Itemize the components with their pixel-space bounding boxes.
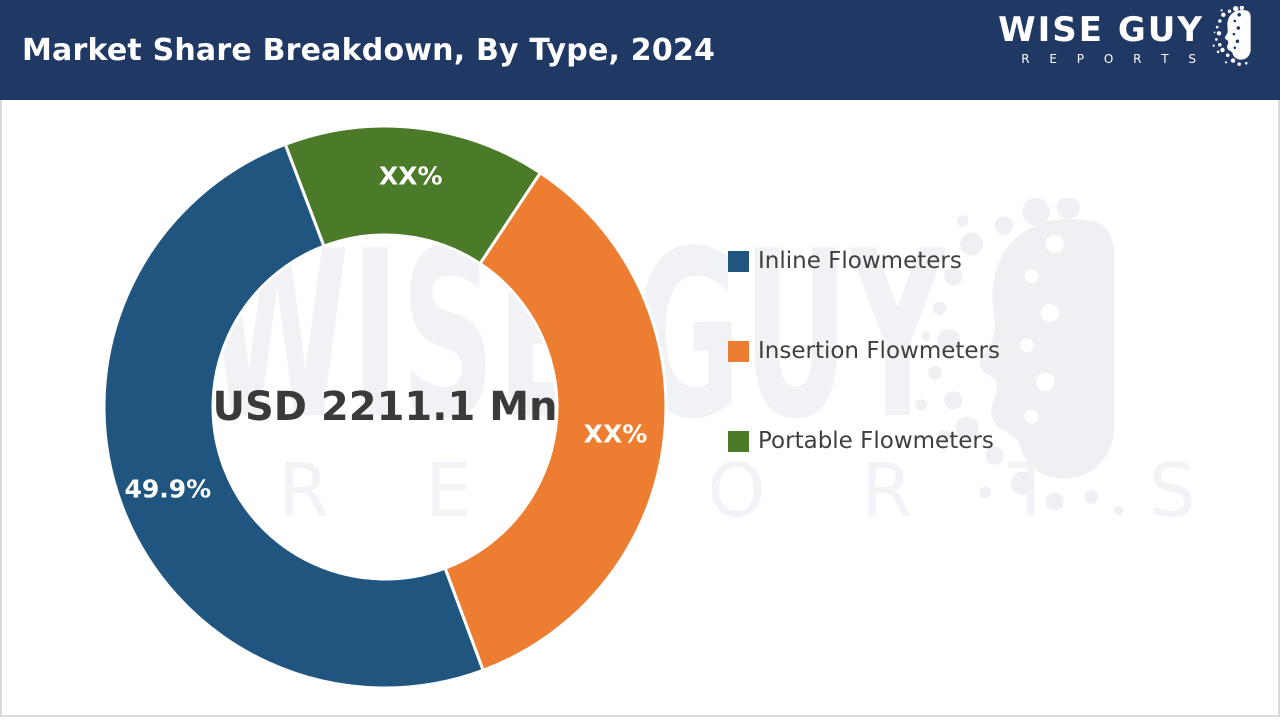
donut-slice-inline-flowmeters (102, 142, 485, 690)
logo-wordmark: WISE GUY (998, 10, 1204, 51)
header: Market Share Breakdown, By Type, 2024 WI… (0, 0, 1280, 100)
donut-center-value: USD 2211.1 Mn (212, 384, 558, 430)
legend-swatch-insertion (728, 340, 749, 362)
wiseguy-face-icon (1212, 6, 1251, 66)
wiseguy-logo: WISE GUY R E P O R T S (998, 6, 1266, 72)
content-frame (0, 100, 1280, 717)
legend-item-inline-flowmeters: Inline Flowmeters (728, 248, 1000, 274)
slice-label-inline-flowmeters: 49.9% (124, 474, 212, 504)
page-title: Market Share Breakdown, By Type, 2024 (22, 32, 716, 68)
logo-text: WISE GUY R E P O R T S (998, 10, 1204, 66)
slice-label-insertion-flowmeters: XX% (583, 419, 648, 448)
legend-label: Inline Flowmeters (758, 248, 962, 274)
legend-item-portable-flowmeters: Portable Flowmeters (728, 428, 1000, 454)
logo-subtitle: R E P O R T S (1021, 51, 1204, 66)
legend-swatch-portable (728, 430, 749, 452)
legend: Inline Flowmeters Insertion Flowmeters P… (728, 248, 1000, 520)
donut-slice-portable-flowmeters (283, 124, 542, 266)
legend-swatch-inline (728, 250, 749, 272)
legend-label: Insertion Flowmeters (758, 338, 1000, 364)
legend-item-insertion-flowmeters: Insertion Flowmeters (728, 338, 1000, 364)
slice-label-portable-flowmeters: XX% (378, 161, 443, 191)
watermark-face-icon (915, 198, 1124, 516)
donut-slice-insertion-flowmeters (443, 171, 668, 672)
legend-label: Portable Flowmeters (758, 428, 994, 454)
